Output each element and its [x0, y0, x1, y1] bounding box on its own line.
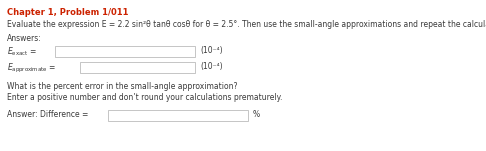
Text: Answer: Difference =: Answer: Difference = — [7, 110, 88, 119]
Text: %: % — [253, 110, 260, 119]
Text: Answers:: Answers: — [7, 34, 42, 43]
FancyBboxPatch shape — [80, 62, 195, 73]
FancyBboxPatch shape — [55, 46, 195, 57]
Text: $E_\mathrm{exact}$ =: $E_\mathrm{exact}$ = — [7, 46, 37, 58]
Text: $E_\mathrm{approximate}$ =: $E_\mathrm{approximate}$ = — [7, 62, 56, 75]
Text: (10⁻⁴): (10⁻⁴) — [200, 62, 223, 71]
FancyBboxPatch shape — [108, 110, 248, 121]
Text: Enter a positive number and don’t round your calculations prematurely.: Enter a positive number and don’t round … — [7, 93, 282, 102]
Text: (10⁻⁴): (10⁻⁴) — [200, 46, 223, 55]
Text: Chapter 1, Problem 1/011: Chapter 1, Problem 1/011 — [7, 8, 128, 17]
Text: Evaluate the expression E = 2.2 sin²θ tanθ cosθ for θ = 2.5°. Then use the small: Evaluate the expression E = 2.2 sin²θ ta… — [7, 20, 486, 29]
Text: What is the percent error in the small-angle approximation?: What is the percent error in the small-a… — [7, 82, 238, 91]
